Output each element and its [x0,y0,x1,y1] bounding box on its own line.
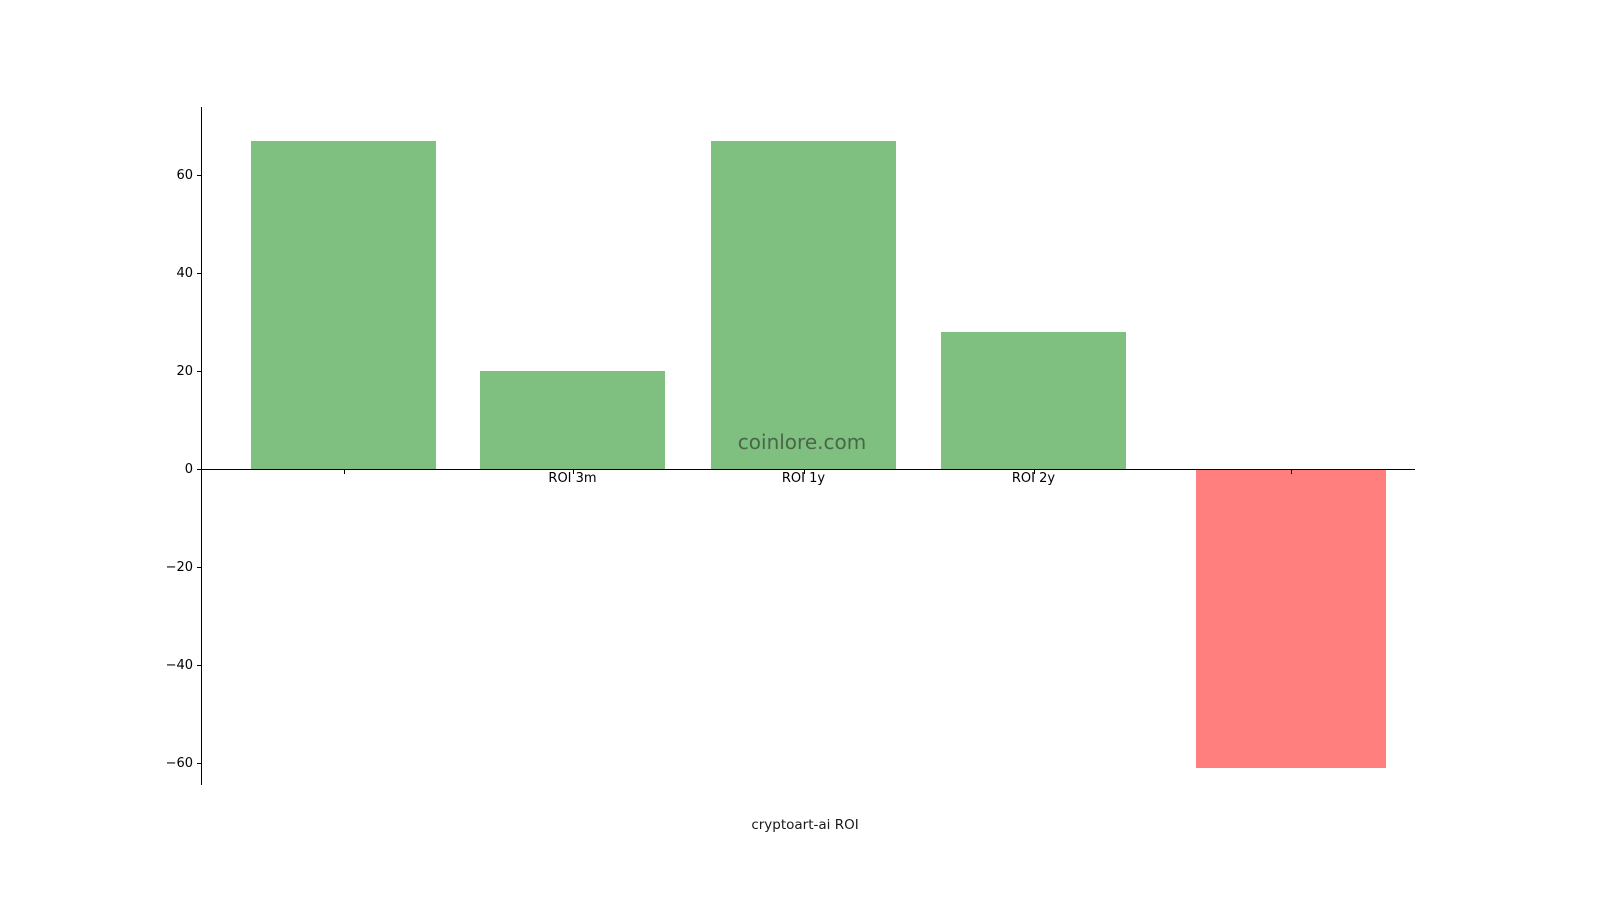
y-tick-label-0: 0 [184,461,193,477]
watermark: coinlore.com [737,430,867,454]
bar-unlabeled-1 [251,140,436,469]
y-tick--40 [197,665,201,666]
y-tick--20 [197,567,201,568]
x-tick-5 [1291,470,1292,474]
x-tick-4 [1033,470,1035,474]
x-tick-label-roi-2y: ROI 2y [1011,471,1056,486]
y-axis-spine [201,107,202,785]
y-tick-label-40: 40 [176,265,193,281]
x-tick-1 [343,470,345,474]
x-tick-3 [803,470,805,474]
y-tick--60 [197,763,201,764]
y-tick-60 [197,175,201,176]
x-tick-label-roi-3m: ROI 3m [548,471,597,486]
y-tick-label--40: −40 [165,657,193,673]
y-tick-label--20: −20 [165,559,193,575]
bar-unlabeled-5 [1196,469,1386,768]
x-tick-label-roi-1y: ROI 1y [781,471,826,486]
y-tick-40 [197,273,201,274]
bar-roi-3m [480,371,665,469]
y-tick-label-20: 20 [176,363,193,379]
bar-roi-1y [711,140,896,469]
y-tick-0 [197,469,201,470]
y-tick-label--60: −60 [165,755,193,771]
chart-title: cryptoart-ai ROI [751,817,859,833]
x-tick-2 [572,470,574,474]
bar-roi-2y [941,331,1126,469]
y-tick-label-60: 60 [176,167,193,183]
y-tick-20 [197,371,201,372]
x-axis-line [201,469,1415,470]
